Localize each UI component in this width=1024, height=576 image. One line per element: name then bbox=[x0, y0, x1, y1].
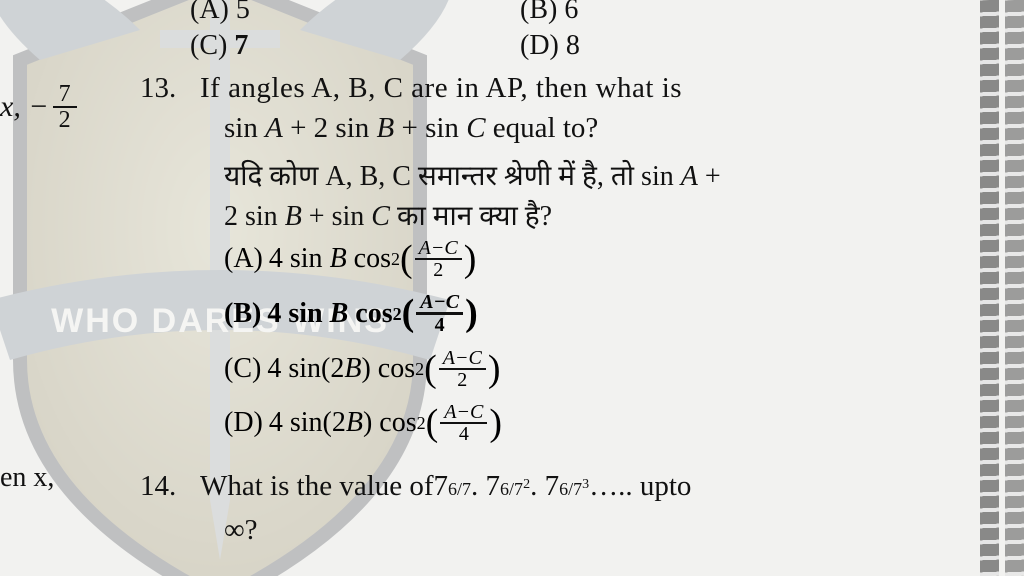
q13-hindi-line1: यदि कोण A, B, C समान्तर श्रेणी में है, त… bbox=[224, 156, 721, 194]
q13-hindi-line2: 2 sin B + sin C का मान क्या है? bbox=[224, 196, 552, 234]
prev-option-d: (D) 8 bbox=[520, 30, 850, 62]
prev-option-b: (B) 6 bbox=[520, 0, 850, 26]
q14-number: 14. bbox=[140, 470, 176, 503]
q14-text: What is the value of 76/7 . 76/72 . 76/7… bbox=[200, 470, 691, 503]
margin-fragment-enx: en x, bbox=[0, 462, 54, 494]
q13-option-c: (C) 4 sin(2B) cos2 ( A−C 2 ) bbox=[224, 348, 500, 390]
q13-option-a: (A) 4 sin B cos2 ( A−C 2 ) bbox=[224, 238, 476, 280]
text-content: (A) 5 (B) 6 (C) 7 (D) 8 x, − 7 2 13. If … bbox=[0, 0, 1024, 576]
prev-options-row1: (A) 5 (B) 6 bbox=[190, 0, 990, 26]
q13-english-line2: sin A + 2 sin B + sin C equal to? bbox=[224, 112, 598, 145]
margin-fraction: 7 2 bbox=[53, 82, 77, 132]
prev-option-c: (C) 7 bbox=[190, 30, 520, 62]
q13-option-b: (B) 4 sin B cos2 ( A−C 4 ) bbox=[224, 292, 478, 335]
page-root: WHO DARES WINS (A) 5 (B) 6 (C) 7 (D) 8 x… bbox=[0, 0, 1024, 576]
margin-fragment: x, − 7 2 bbox=[0, 82, 77, 132]
prev-options-row2: (C) 7 (D) 8 bbox=[190, 30, 990, 62]
q14-infinity: ∞? bbox=[224, 514, 258, 547]
q13-number: 13. bbox=[140, 72, 176, 105]
q13-option-d: (D) 4 sin(2B) cos2 ( A−C 4 ) bbox=[224, 402, 502, 444]
q13-english-line1: If angles A, B, C are in AP, then what i… bbox=[200, 72, 682, 105]
prev-option-a: (A) 5 bbox=[190, 0, 520, 26]
